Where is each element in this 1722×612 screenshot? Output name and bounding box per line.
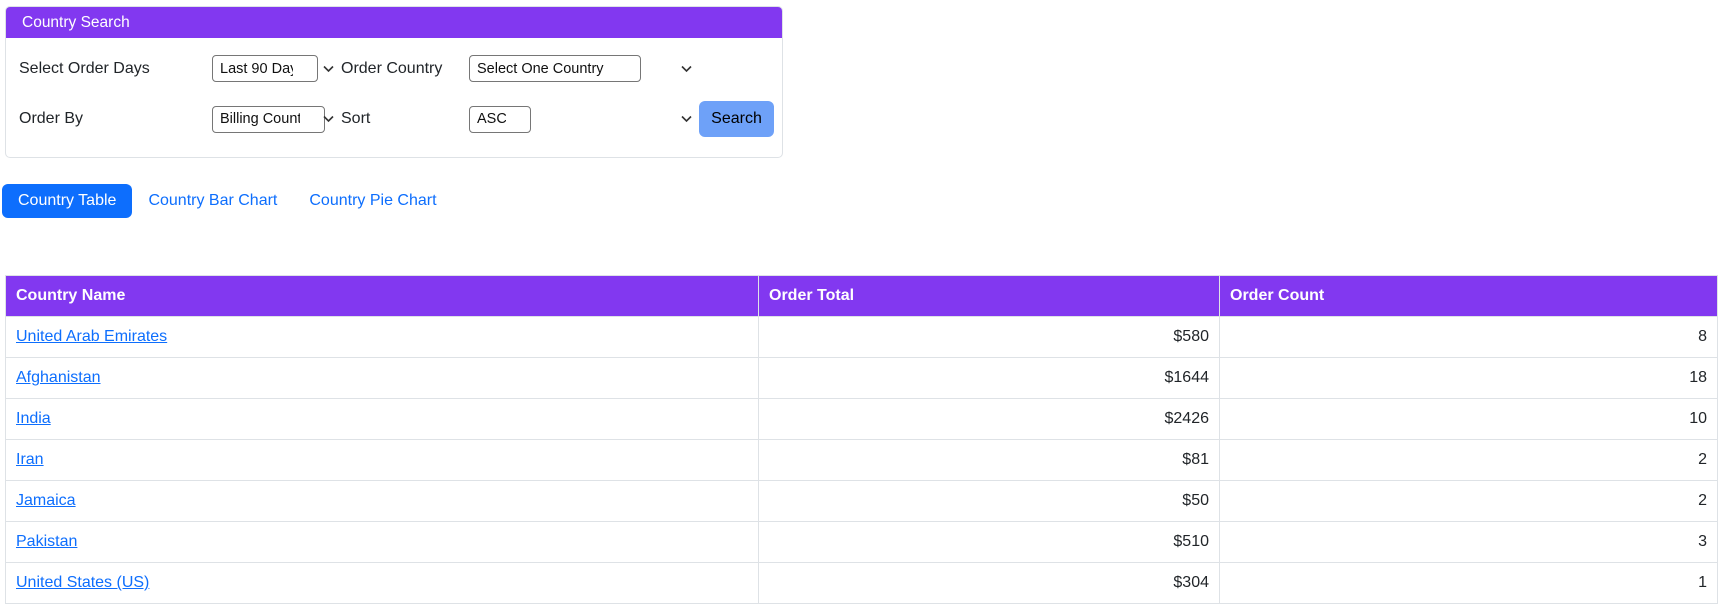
tab-country-table[interactable]: Country Table bbox=[2, 184, 133, 218]
order-total-cell: $304 bbox=[758, 562, 1220, 604]
order-total-cell: $50 bbox=[758, 480, 1220, 522]
card-title: Country Search bbox=[6, 7, 782, 38]
column-header-order-total: Order Total bbox=[758, 275, 1220, 317]
order-count-cell: 1 bbox=[1219, 562, 1718, 604]
order-count-cell: 2 bbox=[1219, 439, 1718, 481]
country-link[interactable]: United States (US) bbox=[16, 574, 150, 591]
order-by-select[interactable]: Billing Country bbox=[212, 105, 325, 133]
order-country-select-wrap: Select One Country bbox=[469, 55, 699, 82]
search-form: Select Order Days Last 90 Days Order Cou… bbox=[6, 38, 782, 157]
order-country-label: Order Country bbox=[341, 59, 443, 77]
country-link[interactable]: United Arab Emirates bbox=[16, 328, 168, 345]
country-link[interactable]: India bbox=[16, 410, 51, 427]
order-total-cell: $81 bbox=[758, 439, 1220, 481]
sort-label: Sort bbox=[341, 110, 371, 127]
country-link[interactable]: Iran bbox=[16, 451, 44, 468]
country-link[interactable]: Pakistan bbox=[16, 533, 78, 550]
country-search-card: Country Search Select Order Days Last 90… bbox=[5, 6, 783, 158]
table-row: Afghanistan $1644 18 bbox=[5, 357, 1718, 399]
country-link[interactable]: Afghanistan bbox=[16, 369, 101, 386]
table-header: Country Name Order Total Order Count bbox=[5, 275, 1718, 317]
chevron-down-icon bbox=[323, 65, 334, 72]
country-link[interactable]: Jamaica bbox=[16, 492, 76, 509]
table-row: India $2426 10 bbox=[5, 398, 1718, 440]
order-days-select[interactable]: Last 90 Days bbox=[212, 55, 318, 82]
tab-country-pie-chart[interactable]: Country Pie Chart bbox=[309, 192, 437, 209]
order-count-cell: 18 bbox=[1219, 357, 1718, 399]
column-header-order-count: Order Count bbox=[1219, 275, 1718, 317]
country-table: Country Name Order Total Order Count Uni… bbox=[5, 275, 1718, 604]
order-days-select-wrap: Last 90 Days bbox=[212, 55, 341, 82]
order-count-cell: 10 bbox=[1219, 398, 1718, 440]
sort-select-wrap: ASC bbox=[469, 105, 699, 133]
order-count-cell: 3 bbox=[1219, 521, 1718, 563]
order-country-select[interactable]: Select One Country bbox=[469, 55, 641, 82]
tab-country-bar-chart[interactable]: Country Bar Chart bbox=[148, 192, 278, 209]
view-tabs: Country Table Country Bar Chart Country … bbox=[2, 184, 1722, 218]
order-count-cell: 8 bbox=[1219, 316, 1718, 358]
table-row: Iran $81 2 bbox=[5, 439, 1718, 481]
order-count-cell: 2 bbox=[1219, 480, 1718, 522]
sort-select[interactable]: ASC bbox=[469, 105, 531, 133]
table-row: Jamaica $50 2 bbox=[5, 480, 1718, 522]
order-total-cell: $580 bbox=[758, 316, 1220, 358]
order-total-cell: $2426 bbox=[758, 398, 1220, 440]
order-total-cell: $1644 bbox=[758, 357, 1220, 399]
order-total-cell: $510 bbox=[758, 521, 1220, 563]
table-row: Pakistan $510 3 bbox=[5, 521, 1718, 563]
search-button[interactable]: Search bbox=[699, 101, 774, 137]
chevron-down-icon bbox=[681, 65, 692, 72]
table-row: United States (US) $304 1 bbox=[5, 562, 1718, 604]
order-days-label: Select Order Days bbox=[19, 59, 150, 77]
order-by-select-wrap: Billing Country bbox=[212, 105, 341, 133]
chevron-down-icon bbox=[681, 115, 692, 123]
table-row: United Arab Emirates $580 8 bbox=[5, 316, 1718, 358]
column-header-country-name: Country Name bbox=[5, 275, 759, 317]
order-by-label: Order By bbox=[19, 110, 84, 127]
